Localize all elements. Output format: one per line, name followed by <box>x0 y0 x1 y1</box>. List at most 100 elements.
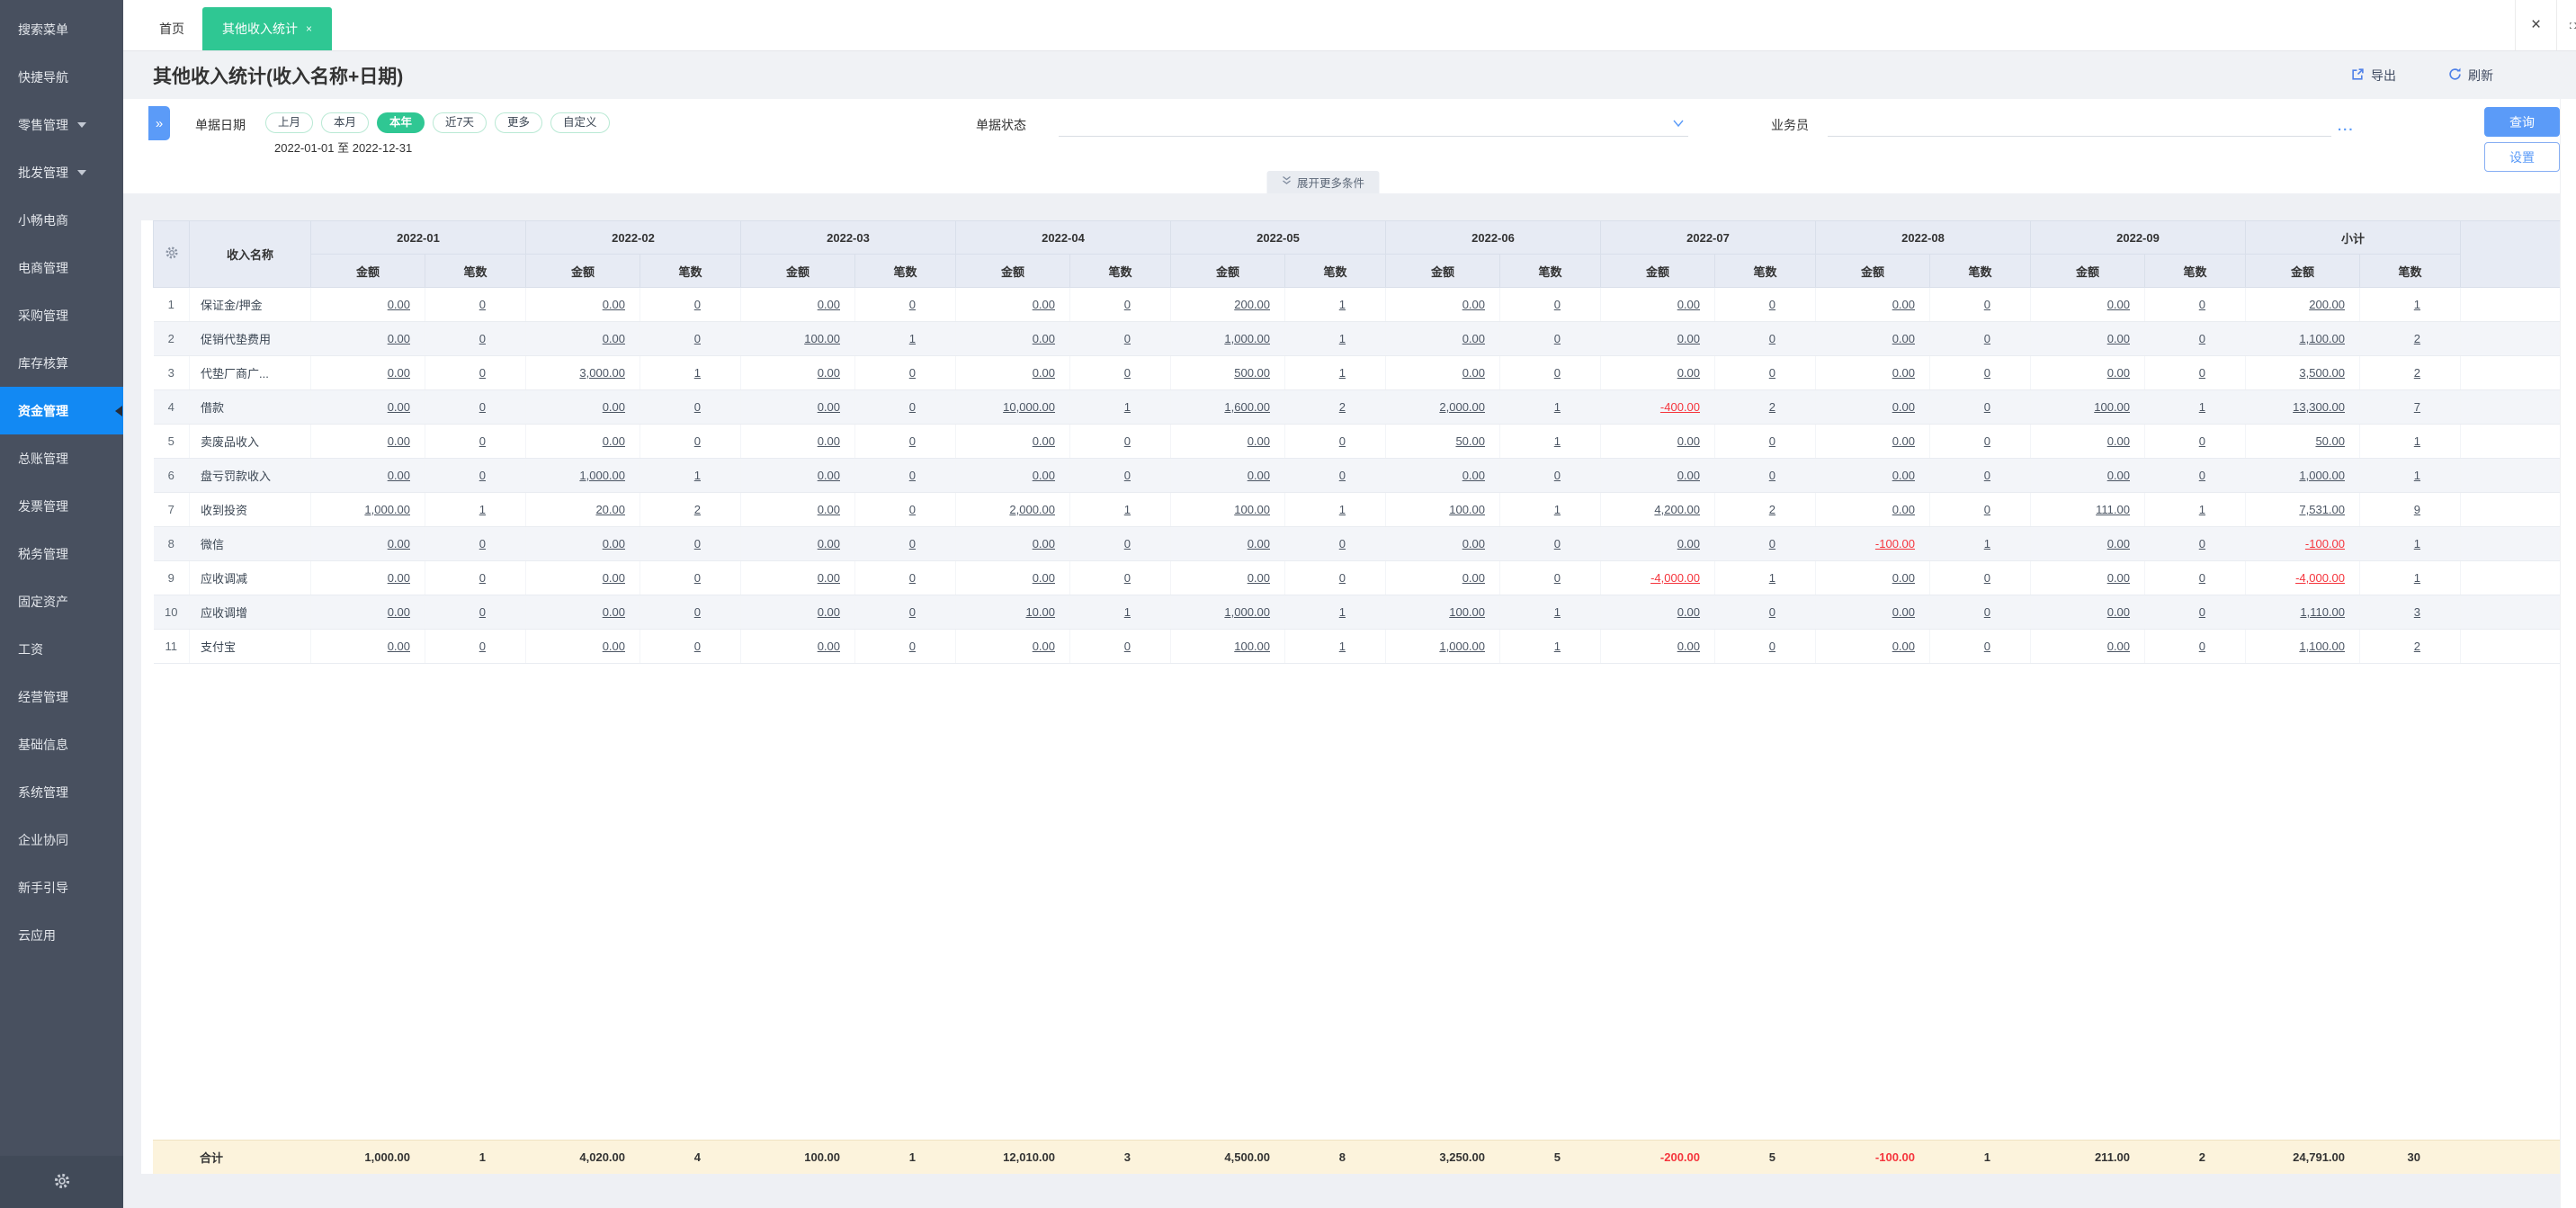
sidebar-item[interactable]: 小畅电商 <box>0 196 123 244</box>
sidebar-item[interactable]: 零售管理 <box>0 101 123 148</box>
amount-link[interactable]: 0.00 <box>602 537 625 550</box>
amount-link[interactable]: 0.00 <box>1247 434 1270 448</box>
count-link[interactable]: 0 <box>1983 571 1990 585</box>
count-link[interactable]: 2 <box>2413 640 2421 653</box>
amount-link[interactable]: 1,000.00 <box>364 503 410 516</box>
column-settings-button[interactable] <box>153 220 190 288</box>
count-link[interactable]: 0 <box>1553 366 1561 380</box>
amount-link[interactable]: 13,300.00 <box>2293 400 2345 414</box>
count-link[interactable]: 0 <box>1338 571 1346 585</box>
expand-more-conditions-button[interactable]: 展开更多条件 <box>1266 171 1380 193</box>
count-link[interactable]: 2 <box>693 503 701 516</box>
amount-link[interactable]: 0.00 <box>817 366 840 380</box>
sidebar-item[interactable]: 库存核算 <box>0 339 123 387</box>
count-link[interactable]: 1 <box>1983 537 1990 550</box>
count-link[interactable]: 0 <box>908 537 916 550</box>
amount-link[interactable]: 0.00 <box>1892 469 1915 482</box>
amount-link[interactable]: 0.00 <box>387 605 410 619</box>
count-link[interactable]: 1 <box>2413 537 2421 550</box>
amount-link[interactable]: 0.00 <box>1677 298 1700 311</box>
count-link[interactable]: 2 <box>1768 400 1775 414</box>
count-link[interactable]: 0 <box>1553 469 1561 482</box>
amount-link[interactable]: -100.00 <box>2304 537 2345 550</box>
amount-link[interactable]: -4,000.00 <box>2295 571 2345 585</box>
count-link[interactable]: 0 <box>2198 605 2205 619</box>
amount-link[interactable]: 0.00 <box>387 469 410 482</box>
amount-link[interactable]: 0.00 <box>387 332 410 345</box>
count-link[interactable]: 3 <box>2413 605 2421 619</box>
fullscreen-icon[interactable] <box>2556 0 2576 50</box>
amount-link[interactable]: 100.00 <box>1234 503 1270 516</box>
count-link[interactable]: 0 <box>1123 571 1131 585</box>
count-link[interactable]: 1 <box>1123 400 1131 414</box>
amount-link[interactable]: 0.00 <box>1462 298 1485 311</box>
amount-link[interactable]: 0.00 <box>2106 605 2130 619</box>
amount-link[interactable]: 0.00 <box>817 400 840 414</box>
amount-link[interactable]: 0.00 <box>2106 537 2130 550</box>
amount-link[interactable]: 0.00 <box>602 605 625 619</box>
amount-link[interactable]: 0.00 <box>2106 298 2130 311</box>
count-link[interactable]: 0 <box>1768 537 1775 550</box>
amount-link[interactable]: 0.00 <box>1462 332 1485 345</box>
amount-link[interactable]: 0.00 <box>1032 366 1055 380</box>
amount-link[interactable]: 0.00 <box>1032 434 1055 448</box>
count-link[interactable]: 0 <box>693 400 701 414</box>
count-link[interactable]: 0 <box>908 298 916 311</box>
count-link[interactable]: 0 <box>2198 640 2205 653</box>
count-link[interactable]: 0 <box>1123 640 1131 653</box>
count-link[interactable]: 2 <box>1338 400 1346 414</box>
count-link[interactable]: 0 <box>479 640 486 653</box>
count-link[interactable]: 0 <box>1123 469 1131 482</box>
settings-button[interactable]: 设置 <box>2484 142 2560 172</box>
amount-link[interactable]: 0.00 <box>387 400 410 414</box>
settings-gear-icon[interactable] <box>53 1172 71 1193</box>
count-link[interactable]: 0 <box>1983 469 1990 482</box>
amount-link[interactable]: 0.00 <box>1892 571 1915 585</box>
count-link[interactable]: 0 <box>908 400 916 414</box>
amount-link[interactable]: 0.00 <box>602 571 625 585</box>
amount-link[interactable]: 0.00 <box>2106 332 2130 345</box>
amount-link[interactable]: 0.00 <box>387 366 410 380</box>
amount-link[interactable]: 0.00 <box>1892 605 1915 619</box>
amount-link[interactable]: 0.00 <box>1032 537 1055 550</box>
count-link[interactable]: 0 <box>2198 298 2205 311</box>
amount-link[interactable]: 20.00 <box>595 503 625 516</box>
count-link[interactable]: 0 <box>1338 469 1346 482</box>
amount-link[interactable]: 0.00 <box>1462 469 1485 482</box>
count-link[interactable]: 0 <box>1768 332 1775 345</box>
count-link[interactable]: 0 <box>693 332 701 345</box>
count-link[interactable]: 1 <box>1553 605 1561 619</box>
salesman-lookup-button[interactable]: ... <box>2338 119 2355 134</box>
amount-link[interactable]: 0.00 <box>387 298 410 311</box>
tab-close-icon[interactable]: × <box>306 22 313 35</box>
count-link[interactable]: 1 <box>693 366 701 380</box>
count-link[interactable]: 1 <box>1338 605 1346 619</box>
count-link[interactable]: 0 <box>1338 434 1346 448</box>
count-link[interactable]: 0 <box>479 537 486 550</box>
amount-link[interactable]: 100.00 <box>804 332 840 345</box>
count-link[interactable]: 0 <box>1123 537 1131 550</box>
sidebar-item[interactable]: 发票管理 <box>0 482 123 530</box>
count-link[interactable]: 0 <box>2198 537 2205 550</box>
count-link[interactable]: 1 <box>2413 298 2421 311</box>
amount-link[interactable]: 0.00 <box>1892 332 1915 345</box>
amount-link[interactable]: 4,200.00 <box>1654 503 1700 516</box>
date-pill[interactable]: 本月 <box>321 112 370 133</box>
collapse-filter-icon[interactable]: » <box>148 106 170 140</box>
count-link[interactable]: 0 <box>2198 571 2205 585</box>
count-link[interactable]: 1 <box>2413 571 2421 585</box>
amount-link[interactable]: 0.00 <box>1677 537 1700 550</box>
count-link[interactable]: 0 <box>1553 332 1561 345</box>
count-link[interactable]: 0 <box>908 640 916 653</box>
count-link[interactable]: 1 <box>1553 434 1561 448</box>
amount-link[interactable]: 0.00 <box>2106 640 2130 653</box>
amount-link[interactable]: 1,000.00 <box>2299 469 2345 482</box>
amount-link[interactable]: 0.00 <box>602 298 625 311</box>
amount-link[interactable]: 1,100.00 <box>2299 332 2345 345</box>
amount-link[interactable]: 0.00 <box>817 469 840 482</box>
sidebar-item[interactable]: 采购管理 <box>0 291 123 339</box>
amount-link[interactable]: 1,600.00 <box>1224 400 1270 414</box>
amount-link[interactable]: 0.00 <box>2106 434 2130 448</box>
count-link[interactable]: 0 <box>479 434 486 448</box>
amount-link[interactable]: 1,000.00 <box>579 469 625 482</box>
